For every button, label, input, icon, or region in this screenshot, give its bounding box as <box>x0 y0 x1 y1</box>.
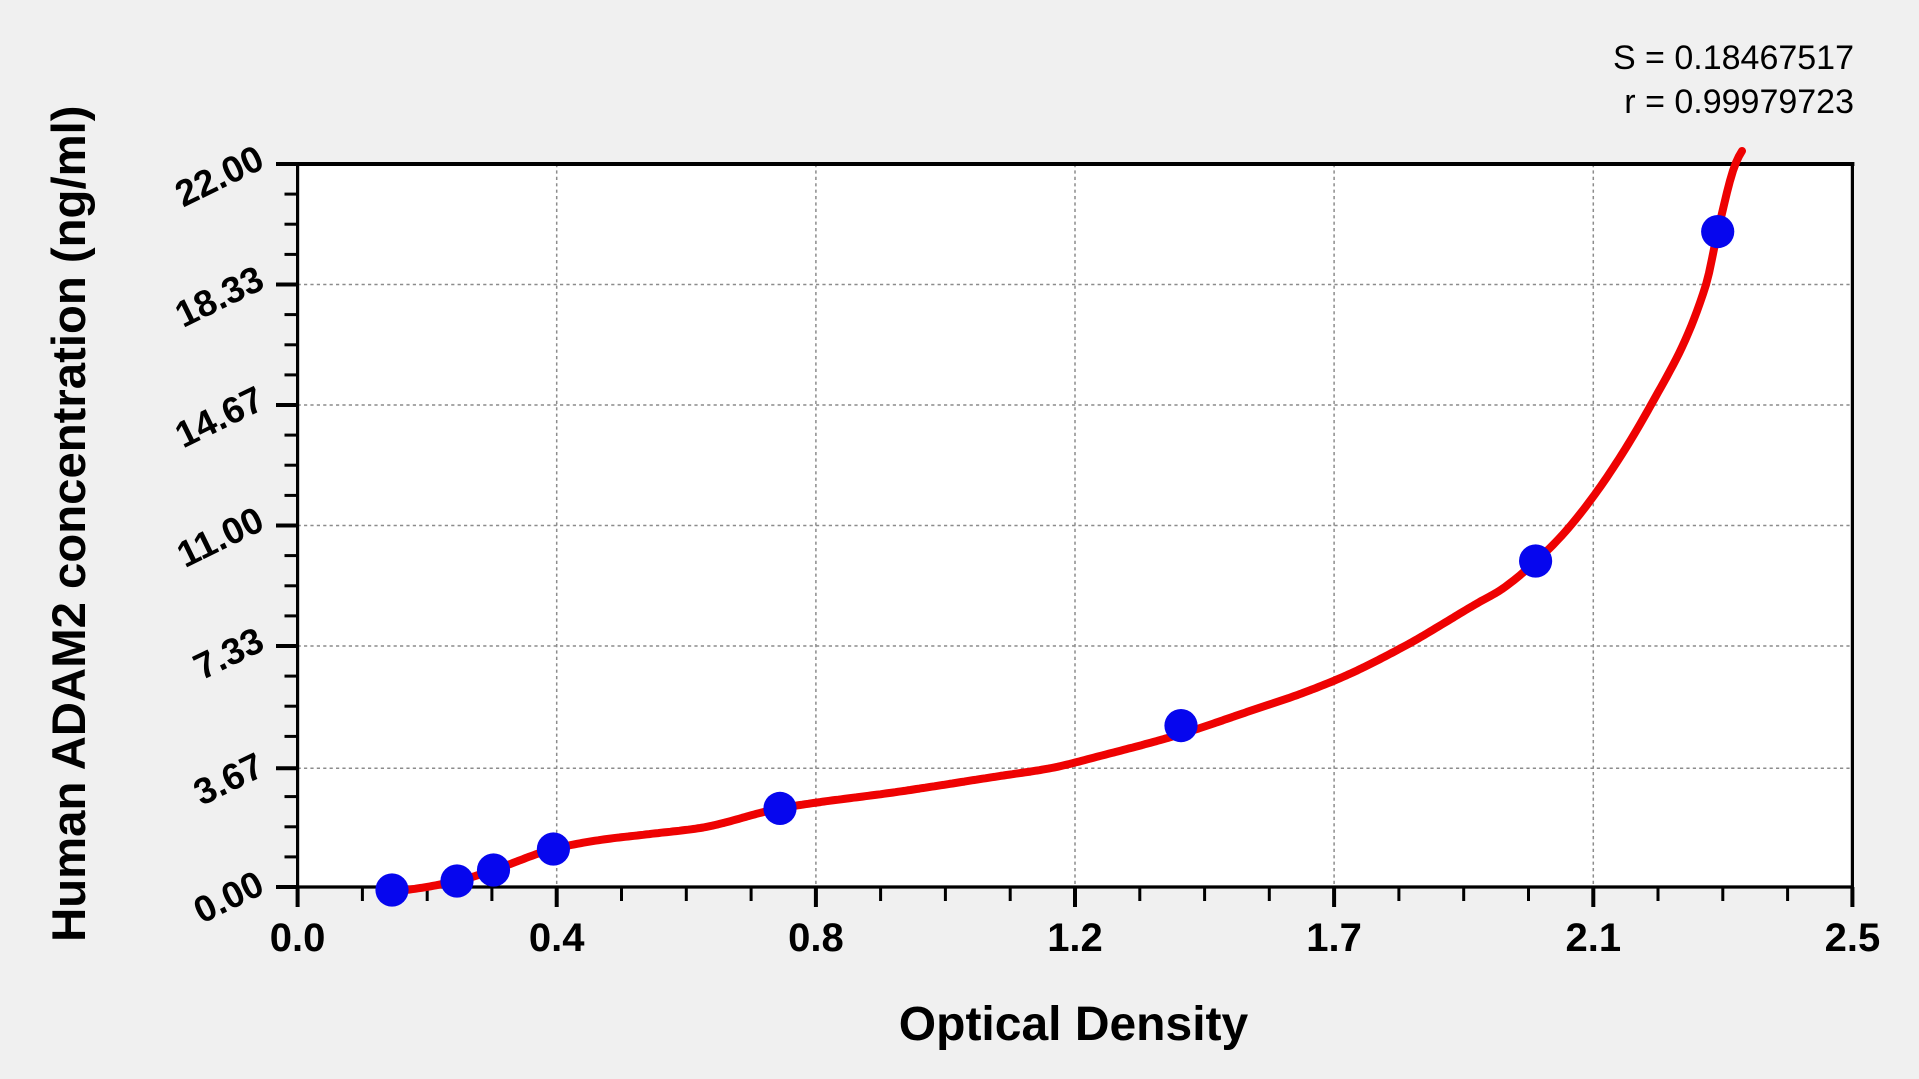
svg-text:0.4: 0.4 <box>529 916 585 960</box>
svg-text:1.7: 1.7 <box>1306 916 1362 960</box>
svg-text:2.5: 2.5 <box>1825 916 1881 960</box>
svg-text:S = 0.18467517: S = 0.18467517 <box>1613 39 1854 77</box>
svg-text:0.8: 0.8 <box>788 916 844 960</box>
svg-text:1.2: 1.2 <box>1047 916 1103 960</box>
svg-text:2.1: 2.1 <box>1565 916 1621 960</box>
svg-text:0.0: 0.0 <box>270 916 326 960</box>
svg-text:r = 0.99979723: r = 0.99979723 <box>1624 83 1854 121</box>
svg-text:Optical Density: Optical Density <box>899 998 1249 1051</box>
svg-text:Human ADAM2 concentration (ng/: Human ADAM2 concentration (ng/ml) <box>43 105 96 941</box>
